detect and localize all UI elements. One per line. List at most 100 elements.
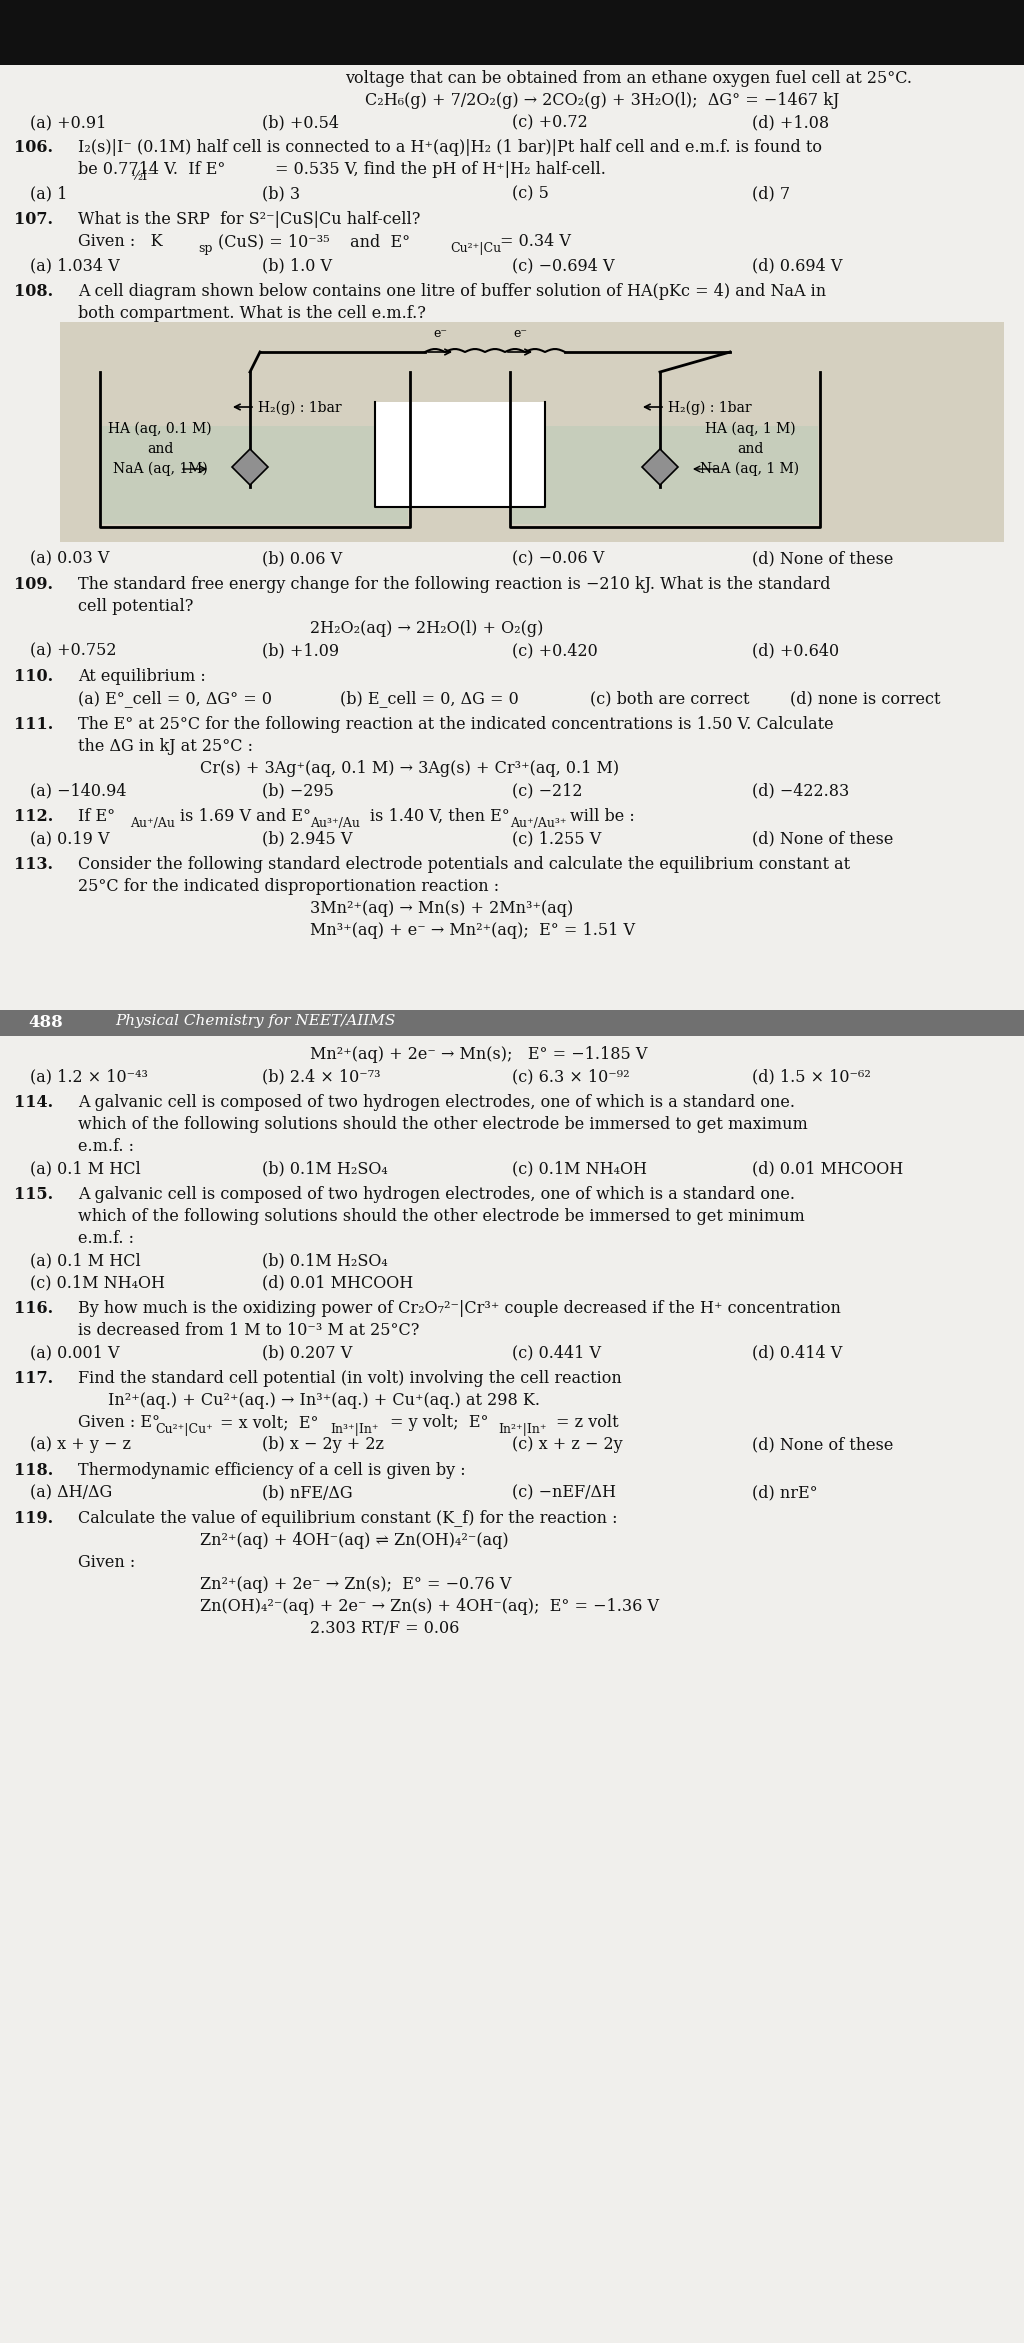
Text: = 0.535 V, find the pH of H⁺|H₂ half-cell.: = 0.535 V, find the pH of H⁺|H₂ half-cel… bbox=[275, 162, 606, 178]
Text: Cu²⁺|Cu⁺: Cu²⁺|Cu⁺ bbox=[155, 1422, 213, 1436]
Polygon shape bbox=[232, 450, 268, 485]
Text: Zn(OH)₄²⁻(aq) + 2e⁻ → Zn(s) + 4OH⁻(aq);  E° = −1.36 V: Zn(OH)₄²⁻(aq) + 2e⁻ → Zn(s) + 4OH⁻(aq); … bbox=[200, 1598, 659, 1614]
Text: 118.: 118. bbox=[14, 1462, 53, 1478]
Text: In²⁺|In⁺: In²⁺|In⁺ bbox=[498, 1422, 547, 1436]
Text: H₂(g) : 1bar: H₂(g) : 1bar bbox=[668, 401, 752, 415]
Text: (b) 1.0 V: (b) 1.0 V bbox=[262, 258, 332, 274]
Text: Given : E°: Given : E° bbox=[78, 1413, 160, 1432]
Text: Zn²⁺(aq) + 2e⁻ → Zn(s);  E° = −0.76 V: Zn²⁺(aq) + 2e⁻ → Zn(s); E° = −0.76 V bbox=[200, 1577, 511, 1593]
Text: Mn³⁺(aq) + e⁻ → Mn²⁺(aq);  E° = 1.51 V: Mn³⁺(aq) + e⁻ → Mn²⁺(aq); E° = 1.51 V bbox=[310, 923, 635, 940]
Polygon shape bbox=[642, 450, 678, 485]
Bar bbox=[376, 403, 545, 506]
Text: (b) +1.09: (b) +1.09 bbox=[262, 642, 339, 658]
Text: 3Mn²⁺(aq) → Mn(s) + 2Mn³⁺(aq): 3Mn²⁺(aq) → Mn(s) + 2Mn³⁺(aq) bbox=[310, 900, 573, 916]
Text: (c) 5: (c) 5 bbox=[512, 185, 549, 201]
Text: 107.: 107. bbox=[14, 211, 53, 227]
Text: The standard free energy change for the following reaction is −210 kJ. What is t: The standard free energy change for the … bbox=[78, 576, 830, 593]
Text: (b) 0.207 V: (b) 0.207 V bbox=[262, 1345, 352, 1361]
Text: 2.303 RT/F = 0.06: 2.303 RT/F = 0.06 bbox=[310, 1619, 460, 1638]
Text: (c) +0.72: (c) +0.72 bbox=[512, 115, 588, 131]
Text: (a) 1.2 × 10⁻⁴³: (a) 1.2 × 10⁻⁴³ bbox=[30, 1068, 148, 1085]
Text: 113.: 113. bbox=[14, 855, 53, 874]
Text: 112.: 112. bbox=[14, 808, 53, 825]
Text: What is the SRP  for S²⁻|CuS|Cu half-cell?: What is the SRP for S²⁻|CuS|Cu half-cell… bbox=[78, 211, 421, 227]
Text: 116.: 116. bbox=[14, 1300, 53, 1317]
Text: (c) 0.1M NH₄OH: (c) 0.1M NH₄OH bbox=[512, 1160, 647, 1176]
Text: In³⁺|In⁺: In³⁺|In⁺ bbox=[330, 1422, 379, 1436]
Text: (a) ΔH/ΔG: (a) ΔH/ΔG bbox=[30, 1483, 113, 1502]
Text: ½I⁻: ½I⁻ bbox=[130, 171, 154, 183]
Text: (d) None of these: (d) None of these bbox=[752, 1436, 893, 1453]
Text: (c) 0.441 V: (c) 0.441 V bbox=[512, 1345, 601, 1361]
Text: (d) nrE°: (d) nrE° bbox=[752, 1483, 817, 1502]
Text: (d) 0.01 MHCOOH: (d) 0.01 MHCOOH bbox=[262, 1275, 414, 1291]
Text: (a) 0.001 V: (a) 0.001 V bbox=[30, 1345, 120, 1361]
Text: is decreased from 1 M to 10⁻³ M at 25°C?: is decreased from 1 M to 10⁻³ M at 25°C? bbox=[78, 1321, 420, 1338]
Text: (b) 0.1M H₂SO₄: (b) 0.1M H₂SO₄ bbox=[262, 1160, 388, 1176]
Text: A galvanic cell is composed of two hydrogen electrodes, one of which is a standa: A galvanic cell is composed of two hydro… bbox=[78, 1186, 795, 1202]
Text: e⁻: e⁻ bbox=[513, 328, 527, 340]
Text: (a) E°_cell = 0, ΔG° = 0: (a) E°_cell = 0, ΔG° = 0 bbox=[78, 689, 272, 708]
Text: In²⁺(aq.) + Cu²⁺(aq.) → In³⁺(aq.) + Cu⁺(aq.) at 298 K.: In²⁺(aq.) + Cu²⁺(aq.) → In³⁺(aq.) + Cu⁺(… bbox=[108, 1392, 540, 1408]
Text: (a) 0.19 V: (a) 0.19 V bbox=[30, 829, 110, 848]
Text: = x volt;  E°: = x volt; E° bbox=[220, 1413, 318, 1432]
Text: 111.: 111. bbox=[14, 717, 53, 733]
Text: (c) −0.694 V: (c) −0.694 V bbox=[512, 258, 614, 274]
Text: 119.: 119. bbox=[14, 1509, 53, 1528]
Text: (b) 0.06 V: (b) 0.06 V bbox=[262, 551, 342, 567]
Bar bbox=[0, 1010, 1024, 1036]
Text: voltage that can be obtained from an ethane oxygen fuel cell at 25°C.: voltage that can be obtained from an eth… bbox=[345, 70, 912, 87]
Text: H₂(g) : 1bar: H₂(g) : 1bar bbox=[258, 401, 342, 415]
Text: (c) 6.3 × 10⁻⁹²: (c) 6.3 × 10⁻⁹² bbox=[512, 1068, 630, 1085]
Text: (c) −212: (c) −212 bbox=[512, 783, 583, 799]
Text: Given :   K: Given : K bbox=[78, 232, 163, 251]
Text: (d) 0.414 V: (d) 0.414 V bbox=[752, 1345, 843, 1361]
Text: is 1.69 V and E°: is 1.69 V and E° bbox=[180, 808, 311, 825]
Text: By how much is the oxidizing power of Cr₂O₇²⁻|Cr³⁺ couple decreased if the H⁺ co: By how much is the oxidizing power of Cr… bbox=[78, 1300, 841, 1317]
Text: Thermodynamic efficiency of a cell is given by :: Thermodynamic efficiency of a cell is gi… bbox=[78, 1462, 466, 1478]
Text: will be :: will be : bbox=[570, 808, 635, 825]
Text: Physical Chemistry for NEET/AIIMS: Physical Chemistry for NEET/AIIMS bbox=[115, 1015, 395, 1029]
Text: (d) 7: (d) 7 bbox=[752, 185, 791, 201]
Text: = y volt;  E°: = y volt; E° bbox=[390, 1413, 488, 1432]
Text: 25°C for the indicated disproportionation reaction :: 25°C for the indicated disproportionatio… bbox=[78, 879, 499, 895]
Text: (c) −0.06 V: (c) −0.06 V bbox=[512, 551, 604, 567]
Text: both compartment. What is the cell e.m.f.?: both compartment. What is the cell e.m.f… bbox=[78, 305, 426, 321]
Text: (c) x + z − 2y: (c) x + z − 2y bbox=[512, 1436, 623, 1453]
Text: (CuS) = 10⁻³⁵    and  E°: (CuS) = 10⁻³⁵ and E° bbox=[218, 232, 411, 251]
Text: (b) nFE/ΔG: (b) nFE/ΔG bbox=[262, 1483, 352, 1502]
Text: e.m.f. :: e.m.f. : bbox=[78, 1230, 134, 1246]
Text: Au⁺/Au³⁺: Au⁺/Au³⁺ bbox=[510, 818, 566, 829]
Text: NaA (aq, 1M): NaA (aq, 1M) bbox=[113, 462, 208, 476]
Text: (a) x + y − z: (a) x + y − z bbox=[30, 1436, 131, 1453]
Text: (b) −295: (b) −295 bbox=[262, 783, 334, 799]
Text: which of the following solutions should the other electrode be immersed to get m: which of the following solutions should … bbox=[78, 1115, 808, 1134]
Text: (c) −nEF/ΔH: (c) −nEF/ΔH bbox=[512, 1483, 616, 1502]
Text: At equilibrium :: At equilibrium : bbox=[78, 668, 206, 684]
Text: which of the following solutions should the other electrode be immersed to get m: which of the following solutions should … bbox=[78, 1209, 805, 1225]
Text: (d) −422.83: (d) −422.83 bbox=[752, 783, 849, 799]
Text: = z volt: = z volt bbox=[556, 1413, 618, 1432]
Text: (b) 2.945 V: (b) 2.945 V bbox=[262, 829, 352, 848]
Text: 106.: 106. bbox=[14, 138, 53, 157]
Text: NaA (aq, 1 M): NaA (aq, 1 M) bbox=[700, 462, 800, 476]
Text: (c) 0.1M NH₄OH: (c) 0.1M NH₄OH bbox=[30, 1275, 165, 1291]
Text: be 0.7714 V.  If E°: be 0.7714 V. If E° bbox=[78, 162, 225, 178]
Text: Given :: Given : bbox=[78, 1553, 135, 1572]
Text: 108.: 108. bbox=[14, 284, 53, 300]
Text: Au⁺/Au: Au⁺/Au bbox=[130, 818, 175, 829]
Text: Mn²⁺(aq) + 2e⁻ → Mn(s);   E° = −1.185 V: Mn²⁺(aq) + 2e⁻ → Mn(s); E° = −1.185 V bbox=[310, 1045, 647, 1064]
Text: Au³⁺/Au: Au³⁺/Au bbox=[310, 818, 359, 829]
Text: I₂(s)|I⁻ (0.1M) half cell is connected to a H⁺(aq)|H₂ (1 bar)|Pt half cell and e: I₂(s)|I⁻ (0.1M) half cell is connected t… bbox=[78, 138, 822, 157]
Text: (b) 0.1M H₂SO₄: (b) 0.1M H₂SO₄ bbox=[262, 1251, 388, 1270]
Text: (a) 1.034 V: (a) 1.034 V bbox=[30, 258, 120, 274]
Text: (c) both are correct: (c) both are correct bbox=[590, 689, 750, 708]
Text: Consider the following standard electrode potentials and calculate the equilibri: Consider the following standard electrod… bbox=[78, 855, 850, 874]
Text: e⁻: e⁻ bbox=[433, 328, 447, 340]
Text: A galvanic cell is composed of two hydrogen electrodes, one of which is a standa: A galvanic cell is composed of two hydro… bbox=[78, 1094, 795, 1111]
Text: HA (aq, 0.1 M): HA (aq, 0.1 M) bbox=[109, 422, 212, 436]
Text: (d) 1.5 × 10⁻⁶²: (d) 1.5 × 10⁻⁶² bbox=[752, 1068, 870, 1085]
Text: (b) 3: (b) 3 bbox=[262, 185, 300, 201]
Text: (d) None of these: (d) None of these bbox=[752, 829, 893, 848]
Bar bbox=[512, 426, 818, 525]
